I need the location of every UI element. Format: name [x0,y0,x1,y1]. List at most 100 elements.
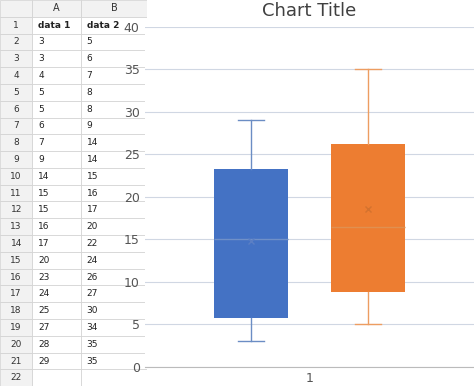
Bar [0,118,32,134]
Text: 4: 4 [38,71,44,80]
Text: 18: 18 [10,306,22,315]
Bar [32,336,81,352]
Bar [32,353,81,369]
Bar [32,185,81,201]
Text: 5: 5 [13,88,19,97]
Text: 20: 20 [10,340,22,349]
Bar [32,319,81,336]
Bar [81,269,147,285]
Text: 7: 7 [87,71,92,80]
Bar [81,319,147,336]
Text: 22: 22 [87,239,98,248]
Text: 14: 14 [38,172,50,181]
Bar [32,285,81,302]
Text: 10: 10 [10,172,22,181]
Text: 17: 17 [38,239,50,248]
Bar [0,17,32,34]
Text: 5: 5 [38,105,44,113]
Text: 9: 9 [13,155,19,164]
Bar [0,151,32,168]
Title: Chart Title: Chart Title [262,2,356,20]
Bar [32,369,81,386]
Bar [81,201,147,218]
Bar [81,17,147,34]
Bar [32,302,81,319]
Bar [0,50,32,67]
Text: 8: 8 [13,138,19,147]
Bar [0,101,32,117]
Text: 24: 24 [38,290,49,298]
Bar [0,319,32,336]
Text: 28: 28 [38,340,50,349]
Text: 6: 6 [87,54,92,63]
Text: 15: 15 [87,172,98,181]
Bar [0,336,32,352]
Text: 20: 20 [87,222,98,231]
Bar [214,169,288,318]
Text: 7: 7 [38,138,44,147]
Bar [0,218,32,235]
Bar [32,101,81,117]
Text: A: A [53,3,60,14]
Bar [81,285,147,302]
Text: 29: 29 [38,357,50,366]
Text: 5: 5 [87,37,92,46]
Bar [0,353,32,369]
Text: 16: 16 [10,273,22,281]
Bar [32,134,81,151]
Bar [0,302,32,319]
Bar [330,144,405,293]
Text: 6: 6 [38,122,44,130]
Bar [81,67,147,84]
Bar [32,252,81,269]
Bar [81,118,147,134]
Text: 34: 34 [87,323,98,332]
Bar [0,34,32,50]
Bar [32,118,81,134]
Bar [32,84,81,101]
Text: 15: 15 [38,205,50,214]
Text: 15: 15 [38,189,50,198]
Bar [32,67,81,84]
Text: 17: 17 [10,290,22,298]
Bar [32,0,81,17]
Bar [0,269,32,285]
Bar [81,218,147,235]
Bar [0,134,32,151]
Text: 9: 9 [87,122,92,130]
Text: 16: 16 [87,189,98,198]
Text: 14: 14 [10,239,22,248]
Text: 30: 30 [87,306,98,315]
Text: 4: 4 [13,71,19,80]
Text: 15: 15 [10,256,22,265]
Text: 23: 23 [38,273,50,281]
Text: 21: 21 [10,357,22,366]
Bar [81,185,147,201]
Text: 9: 9 [38,155,44,164]
Text: 24: 24 [87,256,98,265]
Text: data 2: data 2 [87,21,119,30]
Bar [32,50,81,67]
Text: 5: 5 [38,88,44,97]
Bar [81,302,147,319]
Bar [32,269,81,285]
Text: 1: 1 [13,21,19,30]
Bar [81,235,147,252]
Bar [0,0,32,17]
Text: 7: 7 [13,122,19,130]
Text: 27: 27 [87,290,98,298]
Bar [81,101,147,117]
Text: 12: 12 [10,205,22,214]
Bar [81,50,147,67]
Bar [0,168,32,185]
Text: 35: 35 [87,357,98,366]
Bar [81,151,147,168]
Text: B: B [110,3,117,14]
Bar [81,84,147,101]
Bar [0,369,32,386]
Bar [0,185,32,201]
Bar [32,218,81,235]
Bar [32,34,81,50]
Text: 14: 14 [87,155,98,164]
Text: 22: 22 [10,373,22,382]
